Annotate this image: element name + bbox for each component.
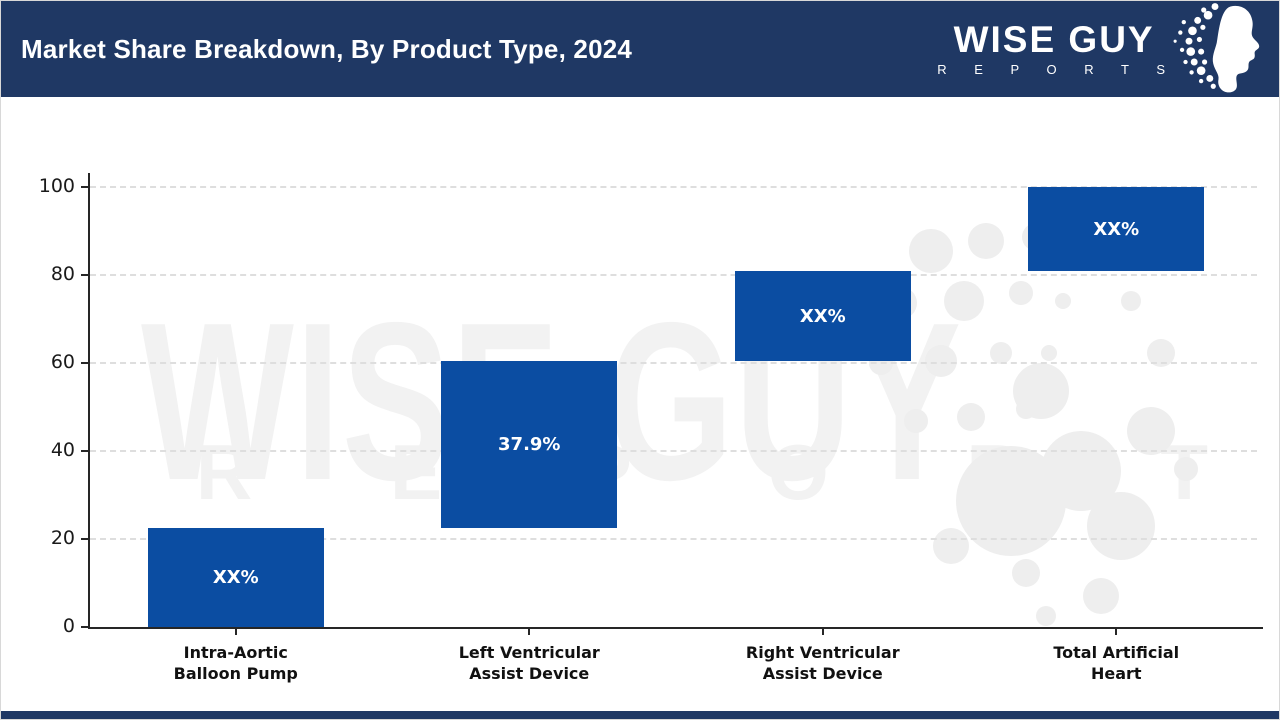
bar-segment: 37.9% bbox=[441, 360, 618, 528]
y-tick-label: 100 bbox=[38, 175, 75, 197]
y-tick-label: 0 bbox=[62, 615, 75, 637]
x-tick-mark bbox=[234, 629, 237, 635]
gridline bbox=[90, 362, 1257, 364]
x-tick-mark bbox=[821, 629, 824, 635]
footer-bar bbox=[1, 711, 1279, 719]
header-bar: Market Share Breakdown, By Product Type,… bbox=[1, 1, 1279, 97]
logo-text: WISE GUY R E P O R T S bbox=[931, 21, 1177, 77]
gridline bbox=[90, 274, 1257, 276]
page-title: Market Share Breakdown, By Product Type,… bbox=[21, 33, 633, 64]
y-tick-label: 20 bbox=[50, 527, 75, 549]
y-tick-mark bbox=[81, 362, 88, 364]
gridline bbox=[90, 538, 1257, 540]
x-category-label: Right Ventricular Assist Device bbox=[745, 643, 900, 683]
bar-value-label: XX% bbox=[799, 305, 846, 327]
bar-segment: XX% bbox=[147, 527, 324, 627]
x-category-label: Intra-Aortic Balloon Pump bbox=[173, 643, 298, 683]
bar-value-label: XX% bbox=[1093, 218, 1140, 240]
x-category-label: Left Ventricular Assist Device bbox=[458, 643, 600, 683]
y-tick-label: 80 bbox=[50, 263, 75, 285]
y-tick-mark bbox=[81, 450, 88, 452]
bar-value-label: XX% bbox=[212, 566, 259, 588]
y-tick-label: 60 bbox=[50, 351, 75, 373]
y-tick-mark bbox=[81, 274, 88, 276]
y-axis-line bbox=[88, 173, 90, 629]
logo-subtitle: R E P O R T S bbox=[937, 62, 1177, 77]
y-tick-label: 40 bbox=[50, 439, 75, 461]
gridline bbox=[90, 186, 1257, 188]
bar-segment: XX% bbox=[734, 271, 911, 361]
x-tick-mark bbox=[528, 629, 531, 635]
x-axis-line bbox=[88, 627, 1263, 629]
gridline bbox=[90, 450, 1257, 452]
logo-wordmark: WISE GUY bbox=[953, 19, 1155, 60]
y-tick-mark bbox=[81, 626, 88, 628]
logo-head-icon bbox=[1173, 3, 1260, 93]
x-category-label: Total Artificial Heart bbox=[1053, 643, 1180, 683]
x-tick-mark bbox=[1115, 629, 1118, 635]
y-tick-mark bbox=[81, 186, 88, 188]
bar-segment: XX% bbox=[1028, 187, 1205, 272]
logo: WISE GUY R E P O R T S bbox=[931, 1, 1267, 97]
y-tick-mark bbox=[81, 538, 88, 540]
bar-value-label: 37.9% bbox=[498, 433, 561, 455]
